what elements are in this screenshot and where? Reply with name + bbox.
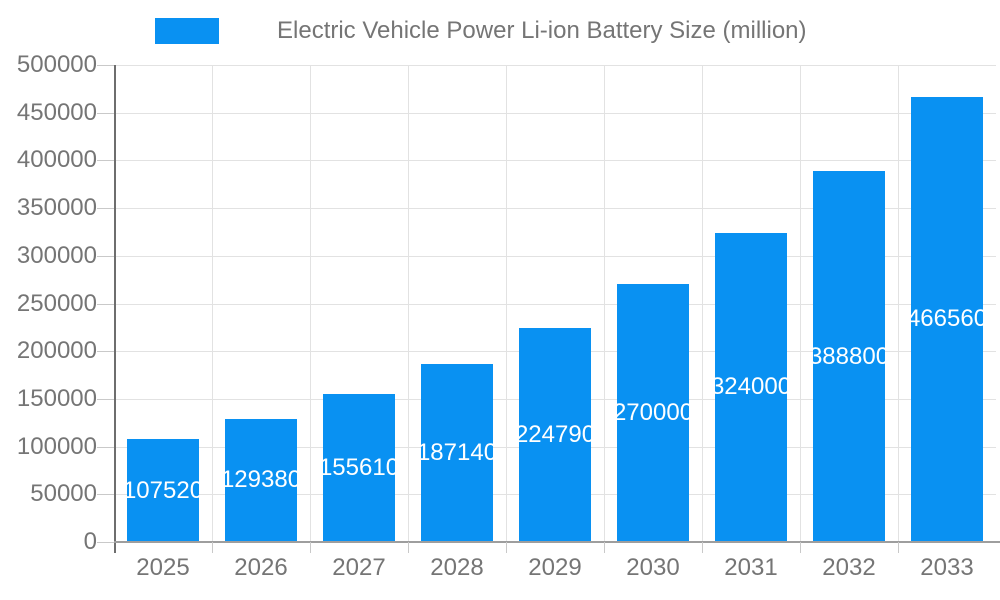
- bar-2031[interactable]: 324000: [715, 232, 787, 542]
- bar-2032[interactable]: 388800: [813, 171, 885, 542]
- x-axis-tick: [408, 542, 409, 553]
- x-axis-tick: [702, 542, 703, 553]
- x-tick-label: 2026: [234, 554, 288, 581]
- x-gridline: [212, 65, 213, 542]
- x-gridline: [898, 65, 899, 542]
- x-gridline: [408, 65, 409, 542]
- y-gridline: [114, 112, 996, 114]
- y-tick-label: 500000: [16, 51, 97, 78]
- x-tick-label: 2028: [430, 554, 484, 581]
- y-tick-label: 150000: [16, 384, 97, 412]
- y-axis-tick: [97, 303, 114, 305]
- x-gridline: [310, 65, 311, 542]
- y-tick-label: 0: [83, 528, 97, 555]
- x-tick-label: 2032: [822, 554, 876, 581]
- y-axis-tick: [97, 446, 114, 448]
- x-gridline: [506, 65, 507, 542]
- y-gridline: [114, 303, 996, 305]
- y-tick-label: 350000: [16, 194, 97, 222]
- bar-value-label: 270000: [617, 399, 689, 427]
- y-axis-tick: [97, 65, 114, 66]
- bar-value-label: 107520: [127, 476, 199, 504]
- y-gridline: [114, 208, 996, 210]
- y-axis-tick: [97, 351, 114, 353]
- y-axis-tick: [97, 494, 114, 496]
- y-axis-tick: [97, 208, 114, 210]
- legend: Electric Vehicle Power Li-ion Battery Si…: [0, 0, 1000, 56]
- legend-label[interactable]: Electric Vehicle Power Li-ion Battery Si…: [277, 17, 807, 44]
- y-axis-tick: [97, 398, 114, 400]
- x-axis-tick: [506, 542, 507, 553]
- x-axis-tick: [310, 542, 311, 553]
- bar-value-label: 155610: [323, 453, 395, 481]
- y-gridline: [114, 65, 996, 66]
- y-tick-label: 250000: [16, 289, 97, 317]
- y-axis-tick: [97, 255, 114, 257]
- bar-2029[interactable]: 224790: [519, 327, 591, 542]
- y-tick-label: 100000: [16, 432, 97, 460]
- bar-value-label: 187140: [421, 438, 493, 466]
- y-tick-label: 450000: [16, 98, 97, 126]
- bar-value-label: 324000: [715, 373, 787, 401]
- x-axis-tick: [212, 542, 213, 553]
- y-axis-tick: [97, 112, 114, 114]
- bar-2027[interactable]: 155610: [323, 393, 395, 542]
- x-tick-label: 2027: [332, 554, 386, 581]
- x-tick-label: 2031: [724, 554, 778, 581]
- y-axis-tick: [97, 160, 114, 162]
- y-tick-label: 300000: [16, 241, 97, 269]
- bar-2026[interactable]: 129380: [225, 418, 297, 542]
- y-axis-tick: [97, 542, 114, 543]
- x-gridline: [604, 65, 605, 542]
- y-tick-label: 400000: [16, 146, 97, 174]
- plot-area: 107520 129380 155610 187140 224790 270000 3240…: [114, 65, 996, 542]
- y-gridline: [114, 255, 996, 257]
- y-tick-label: 200000: [16, 337, 97, 365]
- legend-swatch[interactable]: [155, 18, 219, 44]
- bar-value-label: 388800: [813, 342, 885, 370]
- y-gridline: [114, 160, 996, 162]
- x-gridline: [800, 65, 801, 542]
- bar-2030[interactable]: 270000: [617, 284, 689, 542]
- x-tick-label: 2030: [626, 554, 680, 581]
- bar-value-label: 466560: [911, 305, 983, 333]
- bar-value-label: 224790: [519, 420, 591, 448]
- x-axis-tick: [604, 542, 605, 553]
- x-axis-tick: [898, 542, 899, 553]
- bar-2028[interactable]: 187140: [421, 363, 493, 542]
- y-axis-line: [114, 65, 116, 553]
- x-tick-label: 2025: [136, 554, 190, 581]
- x-axis-tick: [800, 542, 801, 553]
- x-axis-line: [114, 541, 1000, 543]
- y-tick-label: 50000: [30, 480, 97, 508]
- x-tick-label: 2029: [528, 554, 582, 581]
- bar-2025[interactable]: 107520: [127, 439, 199, 542]
- bar-2033[interactable]: 466560: [911, 96, 983, 542]
- x-gridline: [702, 65, 703, 542]
- bar-value-label: 129380: [225, 466, 297, 494]
- x-tick-label: 2033: [920, 554, 974, 581]
